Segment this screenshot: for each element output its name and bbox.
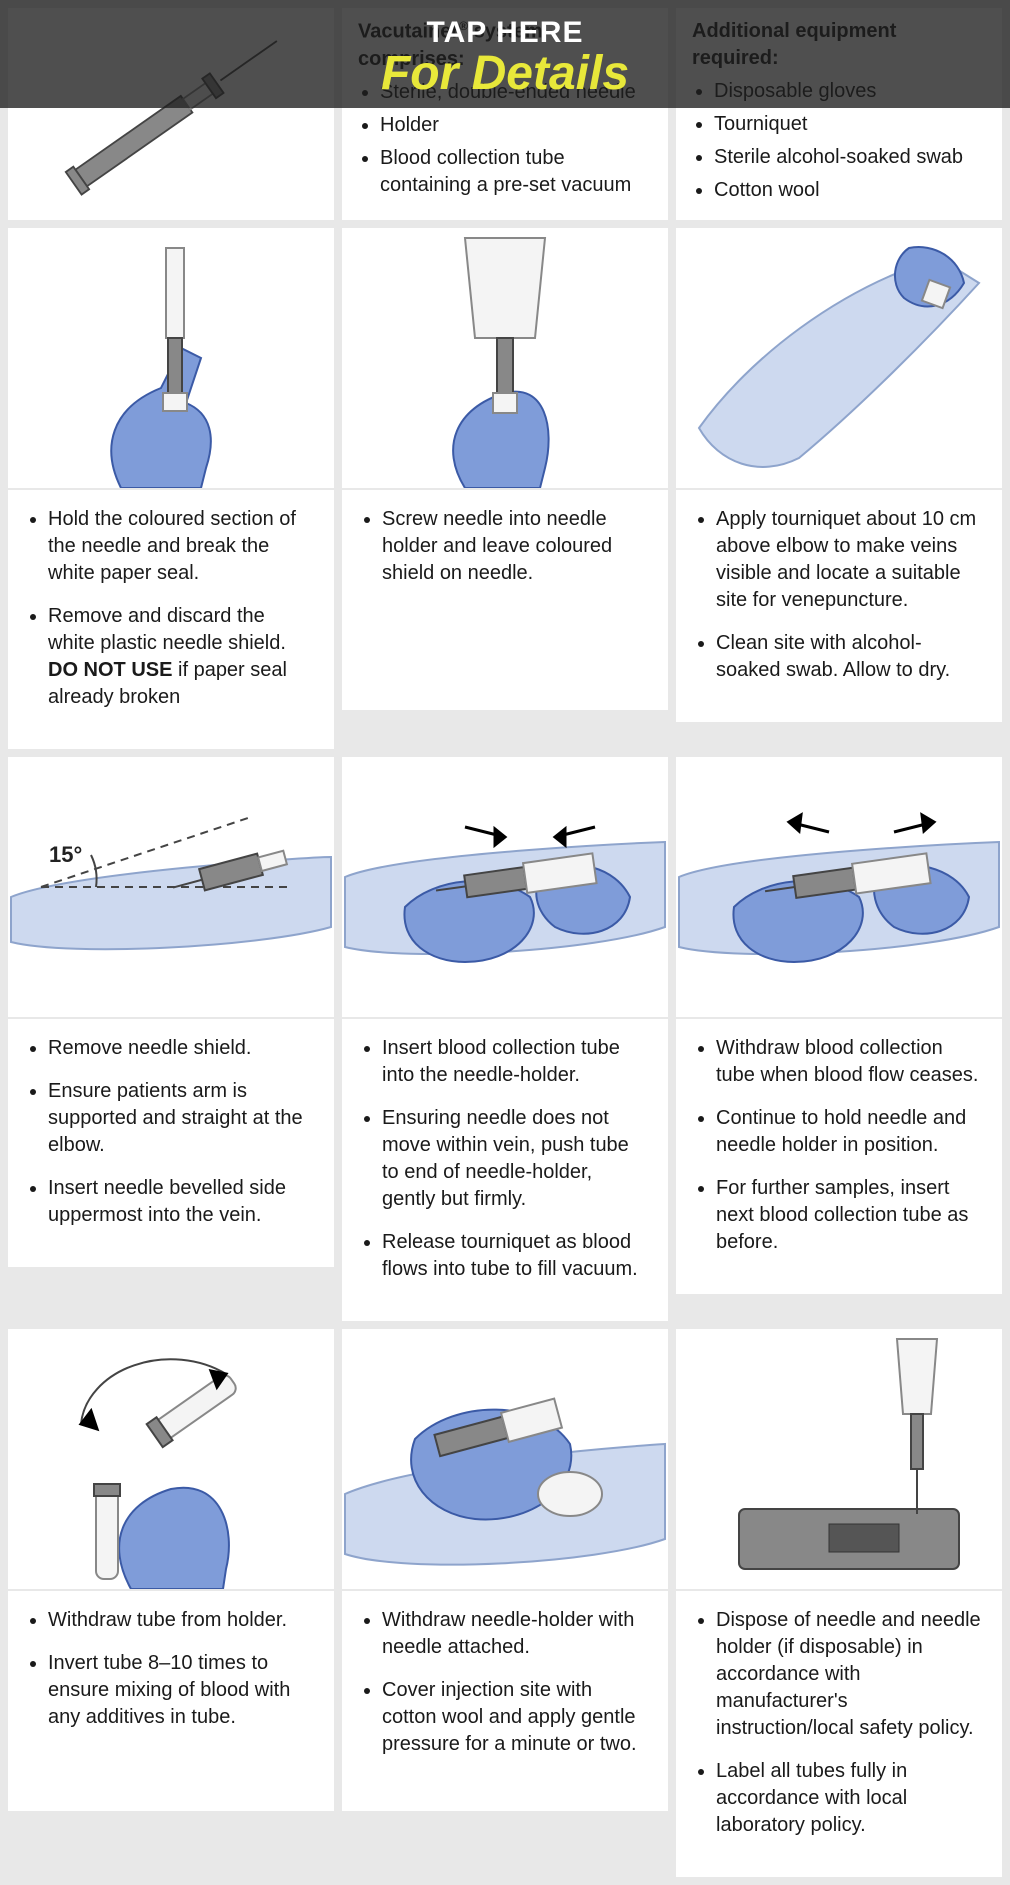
step-8-illustration <box>342 1329 668 1589</box>
list-item: Screw needle into needle holder and leav… <box>382 506 650 587</box>
step-4-illustration: 15° <box>8 757 334 1017</box>
step-2-illustration <box>342 228 668 488</box>
list-item: Insert needle bevelled side uppermost in… <box>48 1175 316 1229</box>
list-item: Cotton wool <box>714 177 986 204</box>
list-item: Tourniquet <box>714 111 986 138</box>
list-item: Invert tube 8–10 times to ensure mixing … <box>48 1650 316 1731</box>
list-item: Cover injection site with cotton wool an… <box>382 1677 650 1758</box>
step-4: 15° Remove needle shield. Ensure patient… <box>8 757 334 1321</box>
step-1: Hold the coloured section of the needle … <box>8 228 334 749</box>
list-item: Holder <box>380 112 652 139</box>
vacutainer-comprises: Vacutainer® system comprises: Sterile, d… <box>342 8 668 220</box>
step-2-text: Screw needle into needle holder and leav… <box>342 490 668 710</box>
list-item: Insert blood collection tube into the ne… <box>382 1035 650 1089</box>
step-8: Withdraw needle-holder with needle attac… <box>342 1329 668 1877</box>
step-6-text: Withdraw blood collection tube when bloo… <box>676 1019 1002 1294</box>
step-9-illustration <box>676 1329 1002 1589</box>
step-5-illustration <box>342 757 668 1017</box>
syringe-icon <box>24 18 318 210</box>
list-item: Hold the coloured section of the needle … <box>48 506 316 587</box>
step-9: Dispose of needle and needle holder (if … <box>676 1329 1002 1877</box>
step-3-text: Apply tourniquet about 10 cm above elbow… <box>676 490 1002 722</box>
list-item: Remove needle shield. <box>48 1035 316 1062</box>
list-item: Disposable gloves <box>714 78 986 105</box>
step-6: Withdraw blood collection tube when bloo… <box>676 757 1002 1321</box>
vacutainer-title-prefix: Vacutainer <box>358 21 459 43</box>
list-item: Blood collection tube containing a pre-s… <box>380 145 652 199</box>
step-3: Apply tourniquet about 10 cm above elbow… <box>676 228 1002 749</box>
header-row: Vacutainer® system comprises: Sterile, d… <box>0 0 1010 228</box>
list-item: For further samples, insert next blood c… <box>716 1175 984 1256</box>
additional-list: Disposable gloves Tourniquet Sterile alc… <box>692 78 986 204</box>
step-9-text: Dispose of needle and needle holder (if … <box>676 1591 1002 1877</box>
list-item: Sterile, double-ended needle <box>380 79 652 106</box>
step-1-text: Hold the coloured section of the needle … <box>8 490 334 749</box>
list-item: Release tourniquet as blood flows into t… <box>382 1229 650 1283</box>
list-item: Withdraw blood collection tube when bloo… <box>716 1035 984 1089</box>
vacutainer-title: Vacutainer® system comprises: <box>358 18 652 73</box>
list-item: Ensure patients arm is supported and str… <box>48 1078 316 1159</box>
step-4-text: Remove needle shield. Ensure patients ar… <box>8 1019 334 1267</box>
vacutainer-list: Sterile, double-ended needle Holder Bloo… <box>358 79 652 199</box>
list-item: Label all tubes fully in accordance with… <box>716 1758 984 1839</box>
step-5-text: Insert blood collection tube into the ne… <box>342 1019 668 1321</box>
header-illustration <box>8 8 334 220</box>
step-3-illustration <box>676 228 1002 488</box>
list-item: Sterile alcohol-soaked swab <box>714 144 986 171</box>
list-item: Continue to hold needle and needle holde… <box>716 1105 984 1159</box>
list-item: Remove and discard the white plastic nee… <box>48 603 316 711</box>
list-item: Clean site with alcohol-soaked swab. All… <box>716 630 984 684</box>
step-7: Withdraw tube from holder. Invert tube 8… <box>8 1329 334 1877</box>
angle-label: 15° <box>49 842 82 867</box>
step-1-illustration <box>8 228 334 488</box>
step-2: Screw needle into needle holder and leav… <box>342 228 668 749</box>
additional-equipment: Additional equipment required: Disposabl… <box>676 8 1002 220</box>
list-item: Dispose of needle and needle holder (if … <box>716 1607 984 1742</box>
step-6-illustration <box>676 757 1002 1017</box>
step-7-illustration <box>8 1329 334 1589</box>
list-item: Ensuring needle does not move within vei… <box>382 1105 650 1213</box>
list-item: Apply tourniquet about 10 cm above elbow… <box>716 506 984 614</box>
step-8-text: Withdraw needle-holder with needle attac… <box>342 1591 668 1811</box>
step-7-text: Withdraw tube from holder. Invert tube 8… <box>8 1591 334 1811</box>
list-item: Withdraw tube from holder. <box>48 1607 316 1634</box>
step-5: Insert blood collection tube into the ne… <box>342 757 668 1321</box>
steps-grid: Hold the coloured section of the needle … <box>0 228 1010 1885</box>
registered-symbol: ® <box>459 19 468 33</box>
list-item: Withdraw needle-holder with needle attac… <box>382 1607 650 1661</box>
additional-title: Additional equipment required: <box>692 18 986 72</box>
page: Vacutainer® system comprises: Sterile, d… <box>0 0 1010 1885</box>
